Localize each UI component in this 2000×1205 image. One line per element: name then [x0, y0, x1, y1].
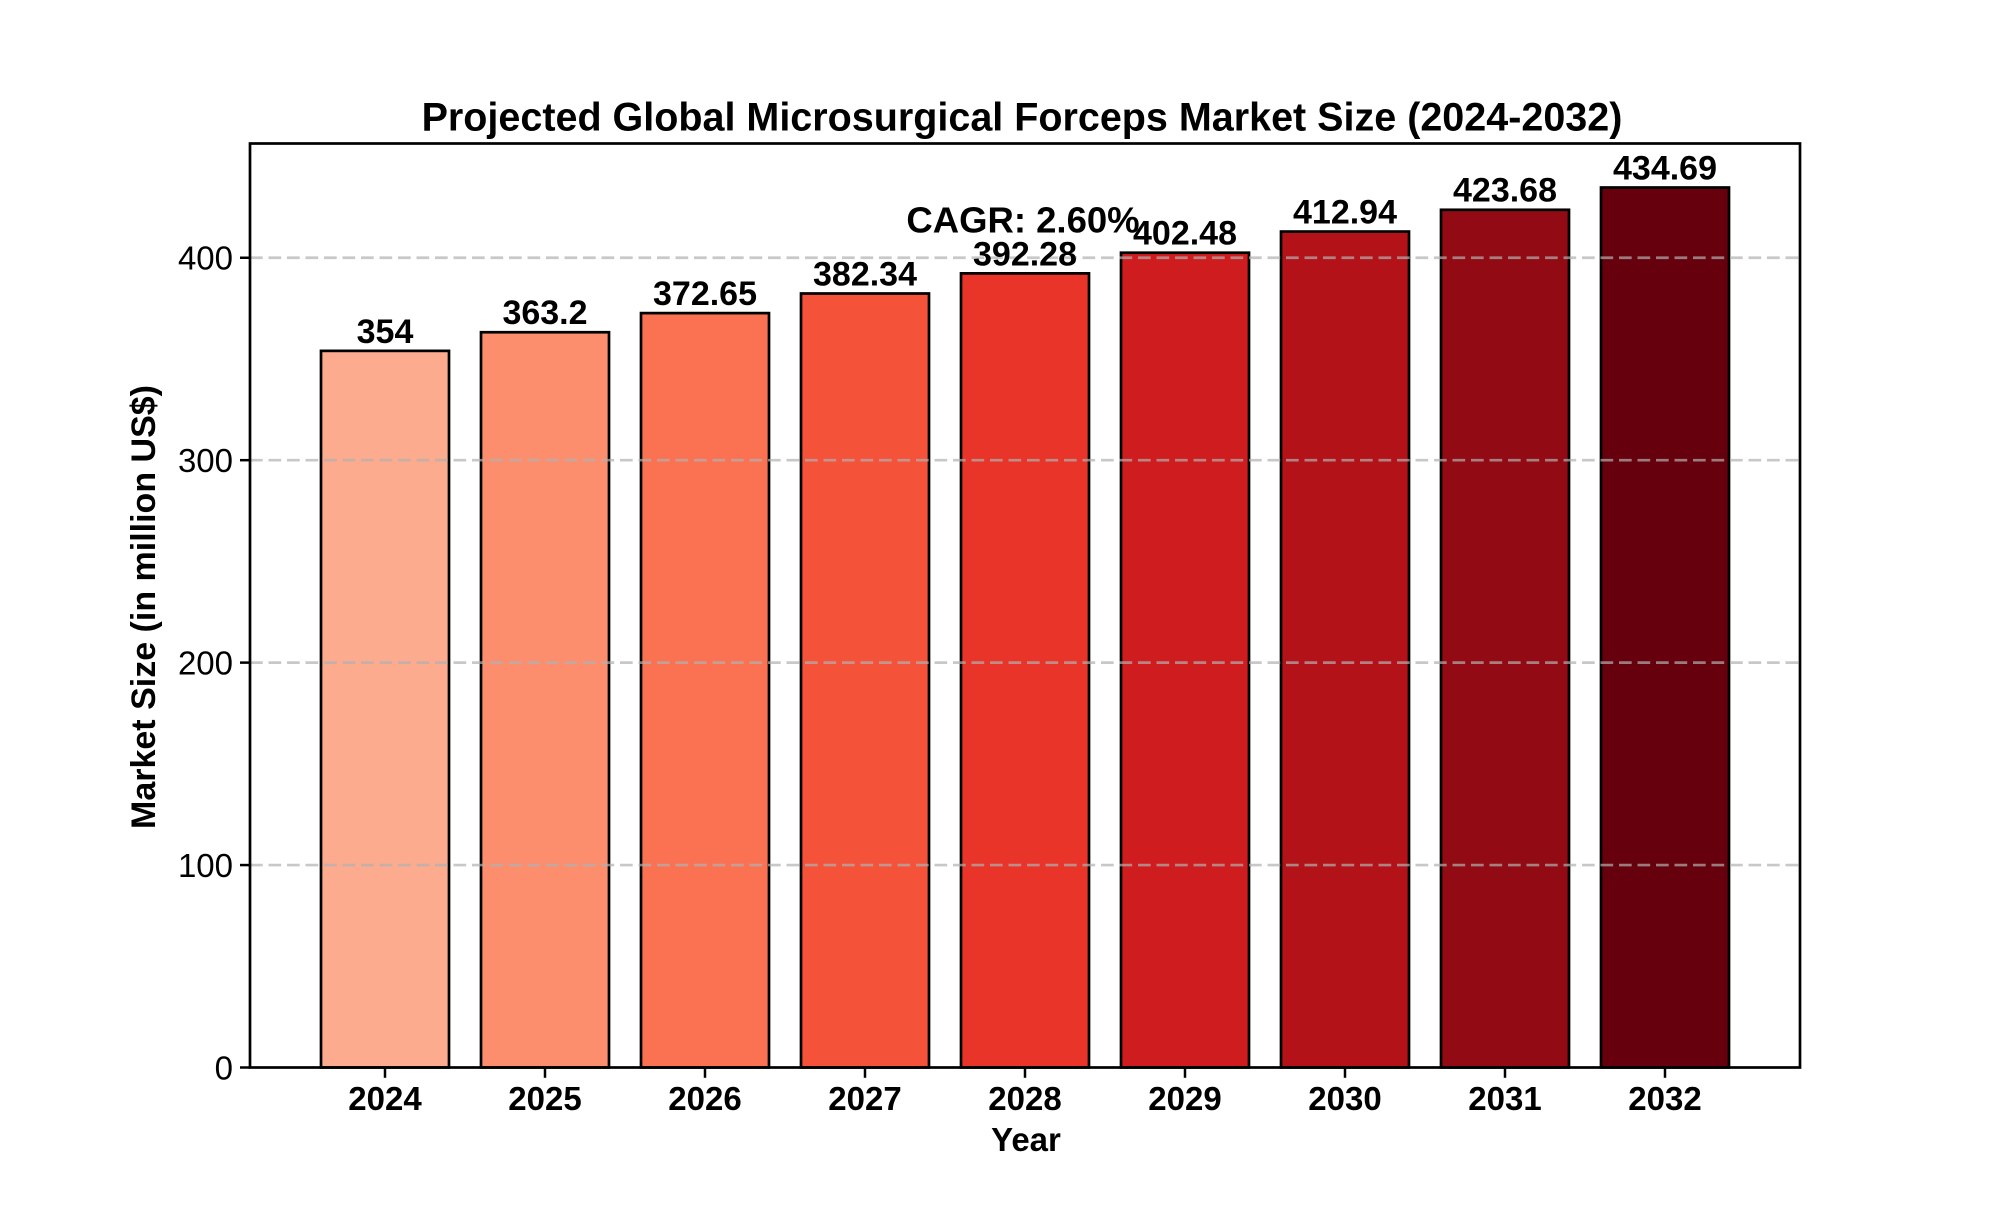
svg-text:354: 354 [357, 313, 414, 351]
svg-text:100: 100 [178, 847, 233, 884]
svg-text:423.68: 423.68 [1453, 172, 1557, 210]
svg-text:2027: 2027 [828, 1080, 901, 1117]
svg-text:Year: Year [991, 1121, 1061, 1158]
svg-text:2030: 2030 [1308, 1080, 1381, 1117]
svg-text:200: 200 [178, 644, 233, 681]
svg-text:CAGR: 2.60%: CAGR: 2.60% [906, 200, 1139, 241]
svg-text:372.65: 372.65 [653, 275, 757, 313]
svg-text:412.94: 412.94 [1293, 193, 1397, 231]
svg-text:382.34: 382.34 [813, 255, 917, 293]
svg-text:402.48: 402.48 [1133, 215, 1237, 253]
svg-text:2024: 2024 [348, 1080, 422, 1117]
svg-text:392.28: 392.28 [973, 235, 1077, 273]
svg-text:Projected Global Microsurgical: Projected Global Microsurgical Forceps M… [422, 96, 1623, 140]
svg-text:2029: 2029 [1148, 1080, 1221, 1117]
svg-text:2031: 2031 [1468, 1080, 1541, 1117]
svg-text:363.2: 363.2 [502, 294, 587, 332]
svg-text:2025: 2025 [508, 1080, 581, 1117]
svg-text:2032: 2032 [1628, 1080, 1701, 1117]
svg-text:400: 400 [178, 240, 233, 277]
svg-text:Market Size (in million US$): Market Size (in million US$) [125, 385, 163, 829]
svg-text:2028: 2028 [988, 1080, 1061, 1117]
svg-text:434.69: 434.69 [1613, 149, 1717, 187]
svg-text:300: 300 [178, 442, 233, 479]
svg-text:2026: 2026 [668, 1080, 741, 1117]
svg-text:0: 0 [215, 1049, 233, 1086]
